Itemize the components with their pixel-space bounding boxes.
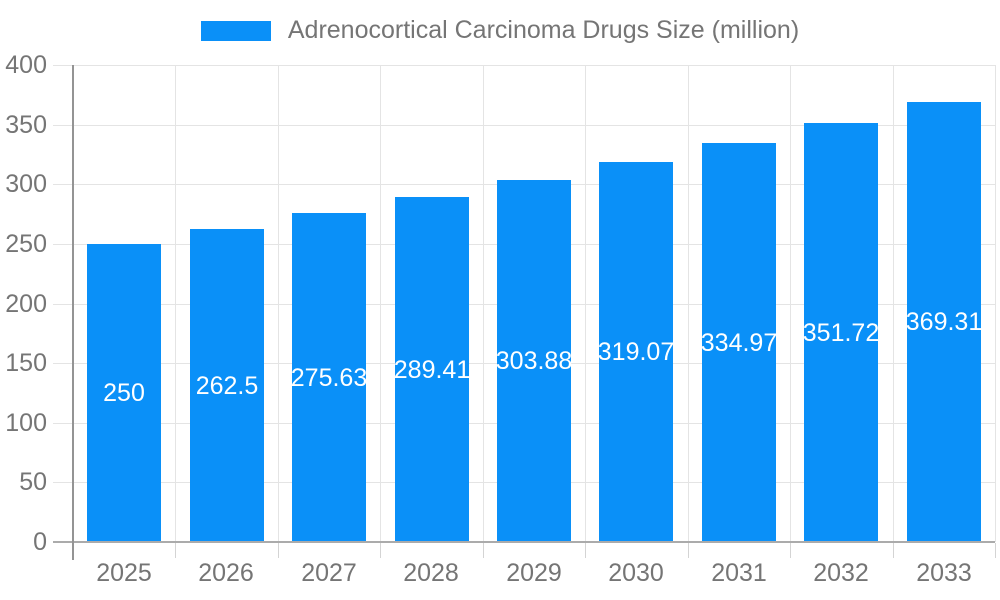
bar-value-label: 262.5 <box>195 372 259 400</box>
y-tick-label: 350 <box>5 111 47 139</box>
bar-value-label: 369.31 <box>905 308 983 336</box>
x-axis-tick <box>483 543 484 558</box>
bar-value-label: 319.07 <box>597 338 675 366</box>
x-tick-label: 2031 <box>711 559 767 587</box>
x-tick-label: 2032 <box>813 559 869 587</box>
v-gridline <box>688 65 689 542</box>
y-tick-label: 100 <box>5 409 47 437</box>
h-gridline <box>53 125 995 126</box>
h-gridline <box>53 65 995 66</box>
y-tick-label: 300 <box>5 170 47 198</box>
bar[interactable] <box>907 102 981 542</box>
x-axis-tick <box>790 543 791 558</box>
x-tick-label: 2028 <box>403 559 459 587</box>
x-tick-label: 2027 <box>301 559 357 587</box>
bar[interactable] <box>292 213 366 542</box>
bar[interactable] <box>87 244 161 542</box>
bar-value-label: 289.41 <box>393 356 471 384</box>
x-tick-label: 2029 <box>506 559 562 587</box>
v-gridline <box>893 65 894 542</box>
y-tick-label: 50 <box>19 468 47 496</box>
y-tick-label: 400 <box>5 51 47 79</box>
v-gridline <box>790 65 791 542</box>
x-axis-tick <box>278 543 279 558</box>
bar-value-label: 351.72 <box>802 319 880 347</box>
legend-label: Adrenocortical Carcinoma Drugs Size (mil… <box>287 16 800 44</box>
v-gridline <box>175 65 176 542</box>
x-axis-line <box>53 541 995 543</box>
x-axis-tick <box>380 543 381 558</box>
x-axis-tick <box>688 543 689 558</box>
v-gridline <box>380 65 381 542</box>
v-gridline <box>278 65 279 542</box>
y-tick-label: 0 <box>33 528 47 556</box>
bar-value-label: 275.63 <box>290 364 368 392</box>
y-tick-label: 250 <box>5 230 47 258</box>
legend-swatch <box>200 20 271 41</box>
bar-value-label: 334.97 <box>700 329 778 357</box>
x-axis-tick <box>175 543 176 558</box>
x-tick-label: 2030 <box>608 559 664 587</box>
x-tick-label: 2033 <box>916 559 972 587</box>
v-gridline <box>995 65 996 542</box>
v-gridline <box>483 65 484 542</box>
x-axis-tick <box>995 543 996 558</box>
x-axis-tick <box>893 543 894 558</box>
bar[interactable] <box>395 197 469 542</box>
bar[interactable] <box>804 123 878 542</box>
chart-legend[interactable]: Adrenocortical Carcinoma Drugs Size (mil… <box>0 16 1000 45</box>
bar[interactable] <box>497 180 571 542</box>
y-tick-label: 200 <box>5 290 47 318</box>
y-axis-line <box>72 65 74 560</box>
bar-value-label: 303.88 <box>495 347 573 375</box>
x-tick-label: 2025 <box>96 559 152 587</box>
x-tick-label: 2026 <box>198 559 254 587</box>
bar[interactable] <box>599 162 673 542</box>
x-axis-tick <box>585 543 586 558</box>
y-tick-label: 150 <box>5 349 47 377</box>
v-gridline <box>585 65 586 542</box>
bar-value-label: 250 <box>103 379 145 407</box>
bar[interactable] <box>190 229 264 542</box>
bar[interactable] <box>702 143 776 542</box>
